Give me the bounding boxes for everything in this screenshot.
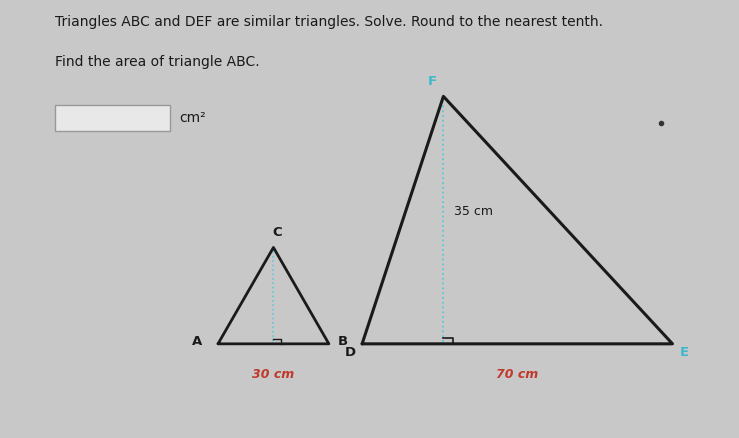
Bar	[55, 105, 170, 131]
Text: 35 cm: 35 cm	[454, 205, 494, 218]
Text: C: C	[272, 226, 282, 239]
Text: B: B	[338, 335, 348, 348]
Text: E: E	[680, 346, 689, 359]
Text: F: F	[428, 75, 437, 88]
Text: 30 cm: 30 cm	[252, 368, 295, 381]
Text: 70 cm: 70 cm	[496, 368, 539, 381]
Text: cm²: cm²	[179, 111, 205, 125]
Text: D: D	[345, 346, 356, 359]
Text: Triangles ABC and DEF are similar triangles. Solve. Round to the nearest tenth.: Triangles ABC and DEF are similar triang…	[55, 15, 604, 29]
Text: Find the area of triangle ABC.: Find the area of triangle ABC.	[55, 55, 260, 69]
Text: A: A	[191, 335, 202, 348]
